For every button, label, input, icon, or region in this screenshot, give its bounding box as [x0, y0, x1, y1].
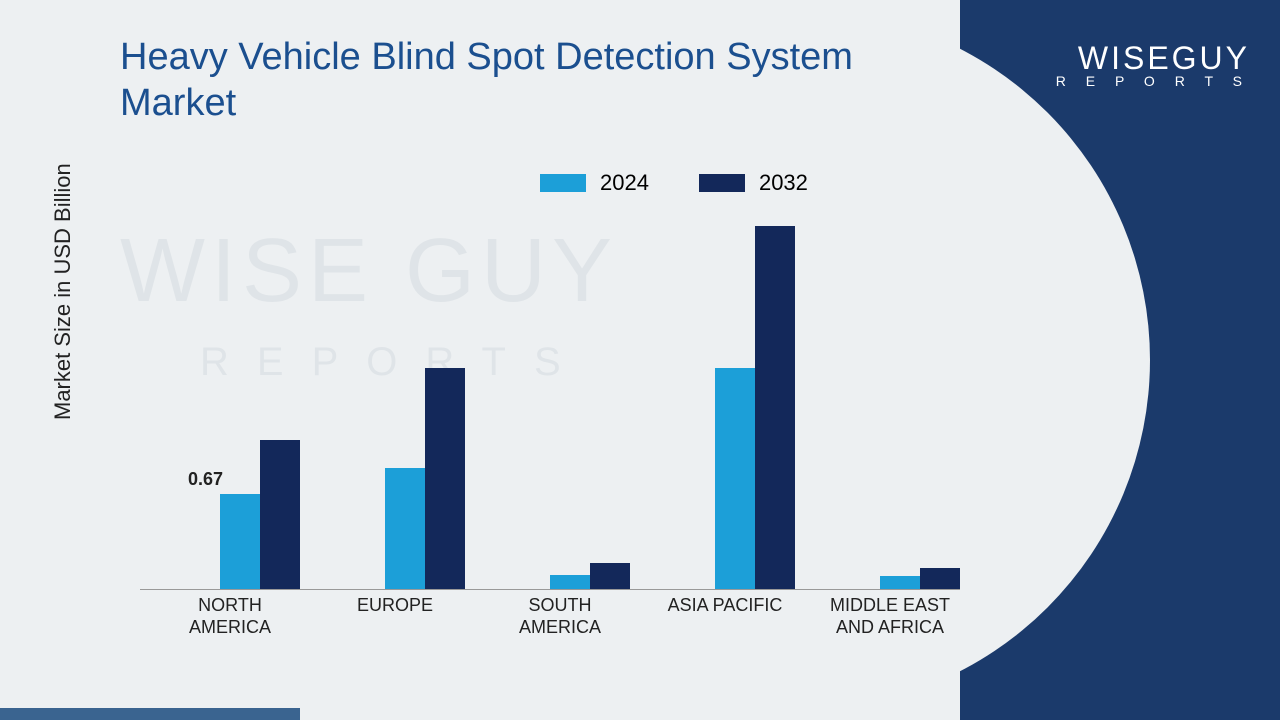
legend-item-2032: 2032: [699, 170, 808, 196]
legend-swatch-2032: [699, 174, 745, 192]
legend-swatch-2024: [540, 174, 586, 192]
x-axis-labels: NORTH AMERICA EUROPE SOUTH AMERICA ASIA PAC…: [140, 595, 960, 675]
chart-legend: 2024 2032: [540, 170, 808, 196]
legend-item-2024: 2024: [540, 170, 649, 196]
x-axis-label: NORTH AMERICA: [160, 595, 300, 638]
bar-2032: [590, 563, 630, 589]
brand-logo: WISEGUY R E P O R T S: [1056, 40, 1250, 89]
x-axis-label: MIDDLE EAST AND AFRICA: [820, 595, 960, 638]
bar-group: [190, 440, 330, 589]
bar-group: [685, 226, 825, 589]
bar-2032: [260, 440, 300, 589]
bar-2024: [880, 576, 920, 589]
bar-2032: [755, 226, 795, 589]
logo-main-text: WISEGUY: [1056, 40, 1250, 77]
legend-label-2024: 2024: [600, 170, 649, 196]
bar-group: [520, 563, 660, 589]
data-label: 0.67: [188, 469, 223, 490]
bar-group: [850, 568, 990, 589]
bar-2032: [425, 368, 465, 589]
bar-2024: [220, 494, 260, 589]
y-axis-label: Market Size in USD Billion: [50, 163, 76, 420]
bar-2032: [920, 568, 960, 589]
chart-title: Heavy Vehicle Blind Spot Detection Syste…: [120, 35, 920, 126]
bar-2024: [715, 368, 755, 589]
bar-2024: [550, 575, 590, 589]
bar-group: [355, 368, 495, 589]
x-axis-label: SOUTH AMERICA: [490, 595, 630, 638]
bottom-accent-bar: [0, 708, 300, 720]
x-axis-label: EUROPE: [325, 595, 465, 617]
x-axis-label: ASIA PACIFIC: [655, 595, 795, 617]
bar-2024: [385, 468, 425, 589]
logo-sub-text: R E P O R T S: [1056, 73, 1250, 89]
chart-area: Market Size in USD Billion 2024 2032 0.6…: [60, 170, 960, 670]
plot-area: 0.67: [140, 220, 960, 590]
legend-label-2032: 2032: [759, 170, 808, 196]
